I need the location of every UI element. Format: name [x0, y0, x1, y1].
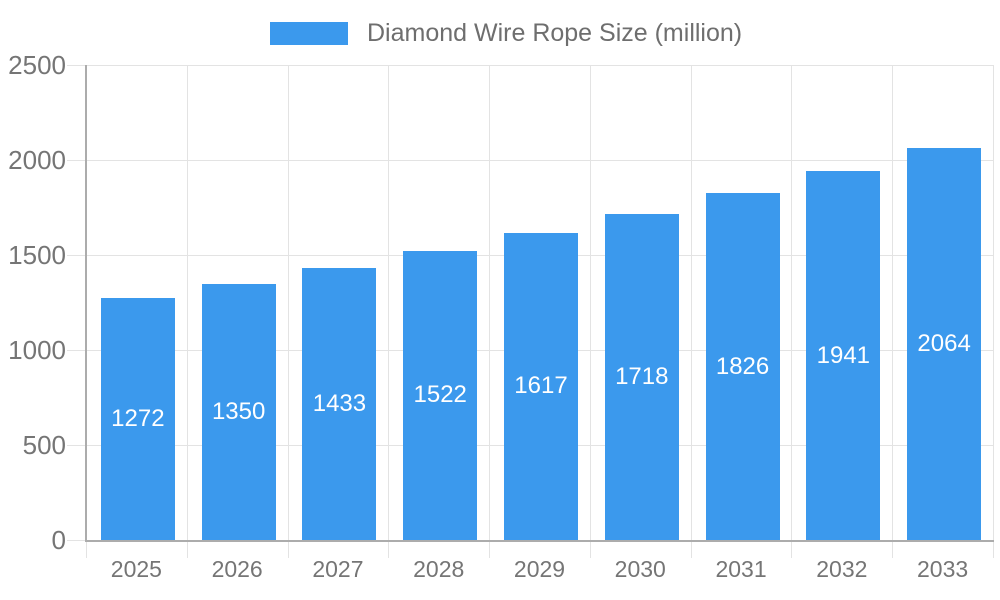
bar-2028[interactable]: [403, 250, 478, 540]
bar-2031[interactable]: [705, 193, 780, 540]
gridline-vertical: [892, 65, 894, 558]
y-tick: [67, 540, 86, 541]
gridline-vertical: [589, 65, 591, 558]
x-axis-label: 2025: [110, 556, 162, 582]
x-axis-line: [85, 540, 994, 542]
legend-swatch: [270, 21, 348, 45]
bar-value-label: 1718: [615, 362, 669, 390]
legend-label: Diamond Wire Rope Size (million): [367, 18, 743, 47]
bar-2030[interactable]: [604, 213, 679, 540]
bar-2025[interactable]: [100, 298, 175, 540]
y-axis-label: 500: [22, 430, 66, 460]
y-tick: [67, 255, 86, 256]
bar-value-label: 1941: [816, 341, 871, 369]
bar-value-label: 1826: [715, 352, 770, 380]
x-axis-label: 2031: [715, 556, 767, 582]
bar-2029[interactable]: [504, 232, 578, 540]
gridline-horizontal: [86, 160, 993, 161]
y-axis-line: [85, 65, 87, 542]
bar-value-label: 1350: [211, 397, 266, 425]
x-axis-label: 2029: [513, 556, 566, 582]
x-axis-label: 2026: [211, 556, 263, 582]
y-tick: [67, 350, 86, 351]
gridline-horizontal: [86, 65, 993, 66]
bar-value-label: 1522: [413, 381, 467, 409]
gridline-vertical: [791, 65, 793, 558]
bar-2032[interactable]: [806, 171, 881, 540]
bar-2027[interactable]: [302, 267, 377, 540]
y-axis-label: 2500: [8, 50, 66, 80]
bar-value-label: 2064: [917, 329, 971, 357]
y-axis-label: 1000: [8, 335, 66, 365]
x-axis-label: 2028: [413, 556, 465, 582]
y-tick: [67, 65, 86, 66]
gridline-vertical: [690, 65, 692, 558]
x-axis-label: 2030: [614, 556, 666, 582]
x-axis-label: 2033: [917, 556, 969, 582]
x-axis-label: 2032: [816, 556, 868, 582]
gridline-vertical: [186, 65, 188, 558]
y-axis-label: 0: [51, 525, 66, 555]
gridline-vertical: [489, 65, 491, 558]
y-axis-label: 1500: [8, 240, 66, 270]
bar-value-label: 1433: [312, 389, 367, 417]
bar-2033[interactable]: [907, 147, 982, 540]
bar-2026[interactable]: [201, 283, 276, 540]
gridline-vertical: [287, 65, 289, 558]
y-tick: [67, 445, 86, 446]
y-axis-label: 2000: [8, 145, 66, 175]
x-axis-label: 2027: [312, 556, 364, 582]
gridline-vertical: [993, 65, 994, 558]
gridline-vertical: [388, 65, 390, 558]
y-tick: [67, 160, 86, 161]
bar-value-label: 1617: [514, 372, 568, 400]
bar-value-label: 1272: [111, 405, 165, 433]
chart-legend[interactable]: Diamond Wire Rope Size (million): [270, 18, 742, 48]
